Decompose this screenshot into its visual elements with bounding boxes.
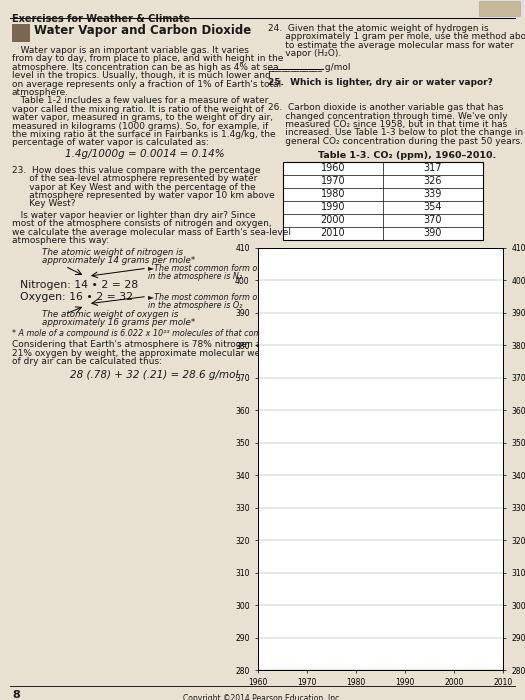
Text: water vapor, measured in grams, to the weight of dry air,: water vapor, measured in grams, to the w… bbox=[12, 113, 273, 122]
Text: 21% oxygen by weight, the approximate molecular weight: 21% oxygen by weight, the approximate mo… bbox=[12, 349, 278, 358]
Text: Is water vapor heavier or lighter than dry air? Since: Is water vapor heavier or lighter than d… bbox=[12, 211, 256, 220]
Text: Oxygen: 16 • 2 = 32: Oxygen: 16 • 2 = 32 bbox=[20, 293, 133, 302]
Text: atmosphere.: atmosphere. bbox=[12, 88, 69, 97]
Text: the mixing ratio at the surface in Fairbanks is 1.4g/kg, the: the mixing ratio at the surface in Fairb… bbox=[12, 130, 276, 139]
Text: measured in kilograms (1000 grams). So, for example, if: measured in kilograms (1000 grams). So, … bbox=[12, 122, 268, 131]
Text: * A mole of a compound is 6.022 x 10²³ molecules of that compound.: * A mole of a compound is 6.022 x 10²³ m… bbox=[12, 329, 289, 338]
Text: 25.  Which is lighter, dry air or water vapor?: 25. Which is lighter, dry air or water v… bbox=[268, 78, 493, 87]
Text: Table 1-3. CO₂ (ppm), 1960–2010.: Table 1-3. CO₂ (ppm), 1960–2010. bbox=[318, 151, 496, 160]
Text: 354: 354 bbox=[424, 202, 442, 212]
Text: 24.  Given that the atomic weight of hydrogen is: 24. Given that the atomic weight of hydr… bbox=[268, 24, 489, 33]
Text: 370: 370 bbox=[424, 215, 442, 225]
Text: The atomic weight of oxygen is: The atomic weight of oxygen is bbox=[42, 310, 178, 319]
Text: approximately 16 grams per mole*: approximately 16 grams per mole* bbox=[42, 318, 195, 327]
Text: of dry air can be calculated thus:: of dry air can be calculated thus: bbox=[12, 357, 162, 366]
Text: Water Vapor and Carbon Dioxide: Water Vapor and Carbon Dioxide bbox=[34, 24, 251, 37]
Text: increased. Use Table 1-3 below to plot the change in: increased. Use Table 1-3 below to plot t… bbox=[268, 128, 523, 137]
Text: Key West?: Key West? bbox=[12, 199, 76, 209]
Text: of the sea-level atmosphere represented by water: of the sea-level atmosphere represented … bbox=[12, 174, 257, 183]
Text: we calculate the average molecular mass of Earth's sea-level: we calculate the average molecular mass … bbox=[12, 228, 291, 237]
Text: approximately 1 gram per mole, use the method above: approximately 1 gram per mole, use the m… bbox=[268, 32, 525, 41]
Text: level in the tropics. Usually, though, it is much lower and: level in the tropics. Usually, though, i… bbox=[12, 71, 271, 80]
Text: approximately 14 grams per mole*: approximately 14 grams per mole* bbox=[42, 256, 195, 265]
Text: 2000: 2000 bbox=[321, 215, 345, 225]
Text: Table 1-2 includes a few values for a measure of water: Table 1-2 includes a few values for a me… bbox=[12, 97, 268, 106]
Text: ►The most common form of nitrogen: ►The most common form of nitrogen bbox=[148, 264, 297, 273]
Text: 1980: 1980 bbox=[321, 189, 345, 199]
Text: most of the atmosphere consists of nitrogen and oxygen,: most of the atmosphere consists of nitro… bbox=[12, 219, 271, 228]
Text: general CO₂ concentration during the past 50 years.: general CO₂ concentration during the pas… bbox=[268, 136, 523, 146]
Text: vapor called the mixing ratio. It is ratio of the weight of: vapor called the mixing ratio. It is rat… bbox=[12, 105, 264, 114]
Text: atmosphere represented by water vapor 10 km above: atmosphere represented by water vapor 10… bbox=[12, 191, 275, 200]
Text: in the atmosphere is O₂: in the atmosphere is O₂ bbox=[148, 301, 243, 310]
Text: Nitrogen: 14 • 2 = 28: Nitrogen: 14 • 2 = 28 bbox=[20, 280, 138, 290]
Text: The atomic weight of nitrogen is: The atomic weight of nitrogen is bbox=[42, 248, 183, 258]
Text: Copyright ©2014 Pearson Education, Inc.: Copyright ©2014 Pearson Education, Inc. bbox=[183, 694, 341, 700]
Text: 26.  Carbon dioxide is another variable gas that has: 26. Carbon dioxide is another variable g… bbox=[268, 103, 503, 112]
Text: in the atmosphere is N₂: in the atmosphere is N₂ bbox=[148, 272, 242, 281]
Text: 339: 339 bbox=[424, 189, 442, 199]
Text: 23.  How does this value compare with the percentage: 23. How does this value compare with the… bbox=[12, 166, 260, 175]
Bar bbox=[283, 162, 483, 239]
Text: atmosphere. Its concentration can be as high as 4% at sea: atmosphere. Its concentration can be as … bbox=[12, 63, 279, 72]
Text: 317: 317 bbox=[424, 163, 442, 173]
Text: ►The most common form of oxygen: ►The most common form of oxygen bbox=[148, 293, 292, 302]
Text: ____________ g/mol: ____________ g/mol bbox=[268, 62, 351, 71]
Text: 8: 8 bbox=[12, 690, 20, 700]
Text: 2010: 2010 bbox=[321, 228, 345, 238]
Text: to estimate the average molecular mass for water: to estimate the average molecular mass f… bbox=[268, 41, 513, 50]
Text: vapor (H₂O).: vapor (H₂O). bbox=[268, 49, 341, 58]
Text: 390: 390 bbox=[424, 228, 442, 238]
Text: 1990: 1990 bbox=[321, 202, 345, 212]
Text: vapor at Key West and with the percentage of the: vapor at Key West and with the percentag… bbox=[12, 183, 256, 192]
FancyBboxPatch shape bbox=[479, 1, 520, 17]
Text: 1.4g/1000g = 0.0014 = 0.14%: 1.4g/1000g = 0.0014 = 0.14% bbox=[65, 149, 225, 159]
Text: atmosphere this way:: atmosphere this way: bbox=[12, 236, 109, 245]
Text: 1960: 1960 bbox=[321, 163, 345, 173]
Text: percentage of water vapor is calculated as:: percentage of water vapor is calculated … bbox=[12, 139, 209, 148]
Text: 326: 326 bbox=[424, 176, 442, 186]
Text: Considering that Earth's atmosphere is 78% nitrogen and: Considering that Earth's atmosphere is 7… bbox=[12, 340, 273, 349]
Text: 28 (.78) + 32 (.21) = 28.6 g/mol: 28 (.78) + 32 (.21) = 28.6 g/mol bbox=[70, 370, 238, 379]
Text: Water vapor is an important variable gas. It varies: Water vapor is an important variable gas… bbox=[12, 46, 249, 55]
Text: Exercises for Weather & Climate: Exercises for Weather & Climate bbox=[12, 14, 190, 24]
Text: 1970: 1970 bbox=[321, 176, 345, 186]
Text: on average represents only a fraction of 1% of Earth's total: on average represents only a fraction of… bbox=[12, 80, 281, 89]
Text: changed concentration through time. We've only: changed concentration through time. We'v… bbox=[268, 111, 508, 120]
Text: from day to day, from place to place, and with height in the: from day to day, from place to place, an… bbox=[12, 55, 284, 64]
Bar bbox=[12, 24, 30, 42]
Text: measured CO₂ since 1958, but in that time it has: measured CO₂ since 1958, but in that tim… bbox=[268, 120, 507, 129]
